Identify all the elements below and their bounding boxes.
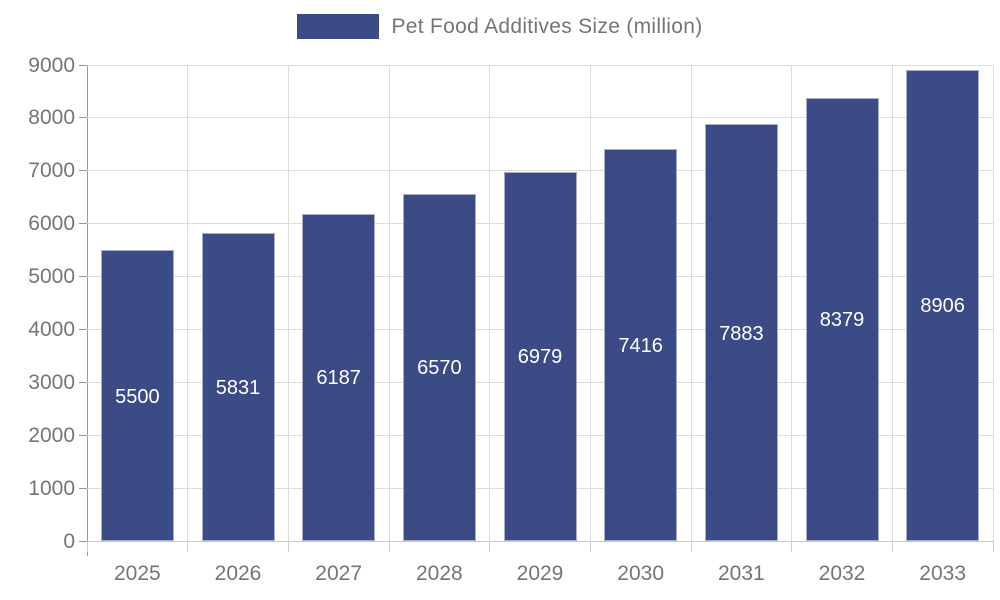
x-tick-label: 2030 [617, 562, 665, 585]
bar-2030: 7416 [604, 148, 678, 541]
y-tick-label: 3000 [28, 370, 75, 394]
bar-2029: 6979 [503, 171, 577, 541]
y-tick-label: 2000 [28, 423, 75, 447]
y-axis-tick [79, 64, 87, 66]
bar-2032: 8379 [805, 97, 879, 541]
legend-label: Pet Food Additives Size (million) [391, 14, 703, 38]
bar-2031: 7883 [704, 124, 778, 541]
gridline-vertical [992, 65, 994, 541]
x-tick-label: 2031 [717, 562, 765, 585]
bar-2025: 5500 [100, 250, 174, 541]
bar-2033: 8906 [906, 69, 980, 541]
y-axis-tick [79, 276, 87, 278]
gridline-vertical [388, 65, 390, 541]
y-tick-label: 8000 [28, 106, 75, 130]
x-axis-tick [589, 541, 591, 552]
gridline-vertical [187, 65, 189, 541]
y-axis-tick [79, 487, 87, 489]
x-axis-tick [287, 541, 289, 552]
gridline-vertical [589, 65, 591, 541]
y-axis-tick [79, 381, 87, 383]
y-tick-label: 0 [63, 529, 75, 553]
chart-legend: Pet Food Additives Size (million) [0, 14, 1000, 39]
x-tick-label: 2026 [214, 562, 262, 585]
gridline-vertical [891, 65, 893, 541]
legend-swatch-icon [297, 14, 380, 39]
x-axis-tick [791, 541, 793, 552]
y-tick-label: 5000 [28, 265, 75, 289]
x-axis-tick [86, 541, 88, 552]
y-axis-tick [79, 223, 87, 225]
x-axis-tick [388, 541, 390, 552]
x-tick-label: 2029 [516, 562, 564, 585]
bar-value-label: 6979 [517, 346, 563, 369]
plot-area: 5500 5831 6187 6570 6979 7416 7883 8379 8906 [87, 64, 994, 542]
gridline-vertical [690, 65, 692, 541]
x-tick-label: 2028 [415, 562, 463, 585]
bar-value-label: 6570 [417, 357, 462, 380]
x-axis-tick [690, 541, 692, 552]
y-tick-label: 7000 [28, 159, 75, 183]
y-axis-tick [79, 540, 87, 542]
x-axis-tick [187, 541, 189, 552]
bar-value-label: 7883 [719, 322, 764, 345]
bar-value-label: 7416 [618, 334, 663, 357]
x-axis-tick [891, 541, 893, 552]
y-axis-line [87, 65, 88, 556]
bar-2026: 5831 [201, 232, 275, 541]
y-axis-tick [79, 328, 87, 330]
gridline-horizontal [87, 170, 993, 172]
bar-value-label: 5500 [115, 385, 160, 408]
gridline-horizontal [87, 64, 993, 66]
x-tick-label: 2025 [113, 562, 161, 585]
x-axis-tick [489, 541, 491, 552]
gridline-vertical [791, 65, 793, 541]
gridline-vertical [489, 65, 491, 541]
x-axis-line [87, 540, 993, 542]
y-axis-tick [79, 117, 87, 119]
x-axis-tick [992, 541, 994, 552]
y-tick-label: 1000 [28, 476, 75, 500]
gridline-horizontal [87, 117, 993, 119]
bar-2027: 6187 [302, 213, 376, 541]
x-tick-label: 2032 [818, 562, 866, 585]
bar-2028: 6570 [402, 193, 476, 541]
gridline-vertical [287, 65, 289, 541]
bar-value-label: 6187 [316, 367, 361, 390]
y-axis-tick [79, 434, 87, 436]
bar-value-label: 5831 [215, 376, 261, 399]
bar-value-label: 8379 [819, 309, 865, 332]
x-tick-label: 2033 [919, 562, 967, 585]
y-axis-tick [79, 170, 87, 172]
bar-value-label: 8906 [920, 295, 965, 318]
y-tick-label: 9000 [28, 53, 75, 77]
y-tick-label: 6000 [28, 212, 75, 236]
x-tick-label: 2027 [315, 562, 363, 585]
y-tick-label: 4000 [28, 317, 75, 341]
